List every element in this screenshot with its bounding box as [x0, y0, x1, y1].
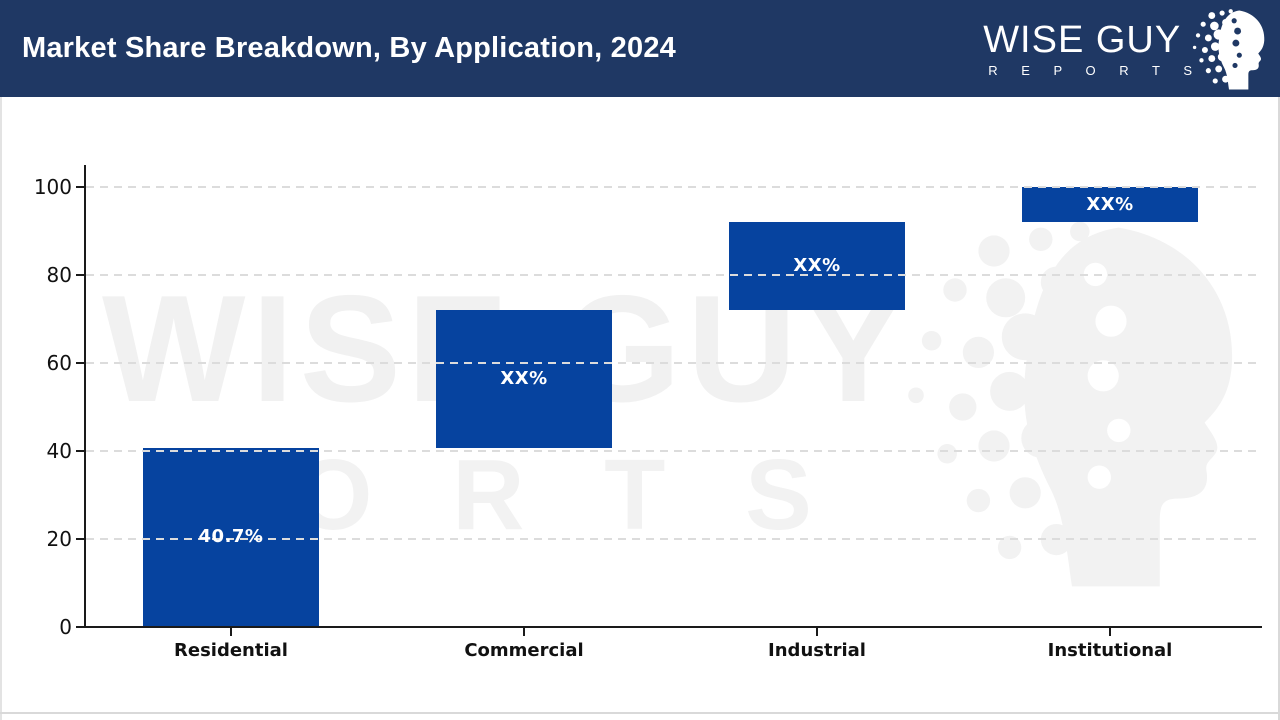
- logo-wordmark: WISE GUY: [983, 18, 1182, 61]
- gridline: [86, 362, 1258, 364]
- gridline: [86, 450, 1258, 452]
- y-tick: [76, 538, 84, 540]
- y-tick: [76, 186, 84, 188]
- wiseguy-logo: WISE GUY R E P O R T S: [983, 3, 1280, 95]
- bottom-rule: [0, 712, 1280, 714]
- x-tick: [1109, 628, 1111, 636]
- bar-value-label: XX%: [500, 368, 548, 389]
- logo-subtext: R E P O R T S: [988, 62, 1202, 78]
- x-tick: [523, 628, 525, 636]
- header: Market Share Breakdown, By Application, …: [0, 0, 1280, 97]
- y-tick: [76, 626, 84, 628]
- page-title: Market Share Breakdown, By Application, …: [22, 32, 676, 64]
- y-tick-label: 80: [46, 263, 72, 287]
- x-tick: [230, 628, 232, 636]
- x-tick: [816, 628, 818, 636]
- logo-text: WISE GUY R E P O R T S: [983, 20, 1202, 78]
- x-category-label: Residential: [174, 640, 288, 661]
- y-tick-label: 20: [46, 527, 72, 551]
- logo-face-icon: [1192, 8, 1265, 90]
- gridline: [86, 538, 1258, 540]
- x-axis-line: [84, 626, 1262, 628]
- y-tick-label: 40: [46, 439, 72, 463]
- y-tick-label: 0: [59, 615, 72, 639]
- bar-institutional: [1022, 187, 1198, 222]
- x-category-label: Institutional: [1047, 640, 1173, 661]
- bar-commercial: [436, 310, 612, 448]
- bar-value-label: XX%: [793, 255, 841, 276]
- y-tick-label: 60: [46, 351, 72, 375]
- gridline: [86, 274, 1258, 276]
- x-category-label: Commercial: [464, 640, 584, 661]
- bar-value-label: XX%: [1086, 194, 1134, 215]
- bar-residential: [143, 448, 319, 627]
- y-tick-label: 100: [33, 175, 72, 199]
- x-category-label: Industrial: [768, 640, 866, 661]
- y-axis-line: [84, 165, 86, 628]
- y-tick: [76, 450, 84, 452]
- gridline: [86, 186, 1258, 188]
- y-tick: [76, 362, 84, 364]
- y-tick: [76, 274, 84, 276]
- bar-industrial: [729, 222, 905, 310]
- bar-value-label: 40.7%: [198, 526, 264, 547]
